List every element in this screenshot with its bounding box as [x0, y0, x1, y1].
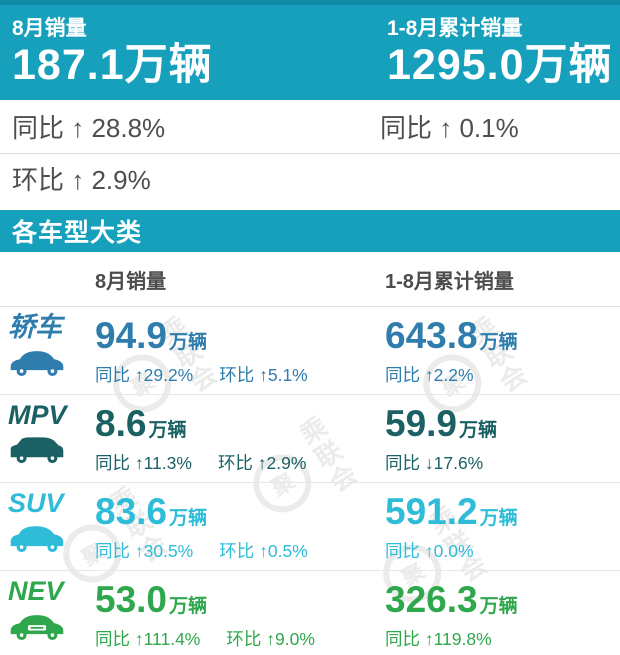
cumulative-unit: 万辆 — [459, 420, 498, 441]
hero-cumulative-value: 1295.0万辆 — [387, 41, 613, 90]
table-row-suv: SUV 83.6 万辆 同比 ↑30.5% 环比 ↑0.5% 591.2 万辆 — [0, 483, 620, 571]
month-unit: 万辆 — [169, 596, 208, 617]
month-yoy: 同比 ↑29.2% — [95, 364, 194, 385]
cumulative-value-cell: 643.8 万辆 同比 ↑2.2% — [385, 307, 620, 394]
cumulative-unit: 万辆 — [479, 508, 518, 529]
summary-mom-month: 环比 ↑ 2.9% — [12, 164, 151, 195]
month-unit: 万辆 — [169, 508, 208, 529]
cumulative-value-cell: 59.9 万辆 同比 ↓17.6% — [385, 395, 620, 482]
month-yoy: 同比 ↑11.3% — [95, 452, 192, 473]
cumulative-yoy: 同比 ↑2.2% — [385, 364, 474, 385]
month-unit: 万辆 — [148, 420, 187, 441]
hero-cumulative-block: 1-8月累计销量 1295.0万辆 — [382, 0, 620, 100]
cumulative-value: 326.3 — [385, 579, 478, 620]
hero-header: 8月销量 187.1万辆 1-8月累计销量 1295.0万辆 — [0, 0, 620, 100]
row-label-cell: 轿车 — [0, 307, 95, 394]
row-label-cell: SUV — [0, 483, 95, 570]
row-label: NEV — [8, 576, 64, 606]
row-label: SUV — [8, 488, 64, 518]
month-value: 94.9 — [95, 315, 168, 356]
hero-month-label: 8月销量 — [12, 17, 87, 40]
summary-yoy-row: 同比 ↑ 28.8% 同比 ↑ 0.1% — [0, 100, 620, 154]
sedan-car-icon — [8, 346, 95, 383]
cumulative-unit: 万辆 — [479, 332, 518, 353]
row-label: 轿车 — [8, 312, 62, 342]
col-header-month: 8月销量 — [95, 270, 167, 293]
hero-month-block: 8月销量 187.1万辆 — [0, 0, 382, 100]
section-band: 各车型大类 — [0, 210, 620, 252]
hero-month-value: 187.1万辆 — [12, 41, 213, 90]
col-header-cumulative: 1-8月累计销量 — [385, 270, 514, 293]
cumulative-value-cell: 591.2 万辆 同比 ↑0.0% — [385, 483, 620, 570]
mpv-car-icon — [8, 434, 95, 471]
month-value-cell: 94.9 万辆 同比 ↑29.2% 环比 ↑5.1% — [95, 307, 385, 394]
month-value: 83.6 — [95, 491, 168, 532]
nev-car-icon — [8, 610, 95, 647]
month-value: 53.0 — [95, 579, 168, 620]
cumulative-yoy: 同比 ↑119.8% — [385, 628, 492, 649]
month-mom: 环比 ↑5.1% — [219, 364, 308, 385]
month-value-cell: 8.6 万辆 同比 ↑11.3% 环比 ↑2.9% — [95, 395, 385, 482]
cumulative-yoy: 同比 ↓17.6% — [385, 452, 484, 473]
month-value: 8.6 — [95, 403, 147, 444]
row-label: MPV — [8, 400, 67, 430]
cumulative-value: 59.9 — [385, 403, 458, 444]
cumulative-value-cell: 326.3 万辆 同比 ↑119.8% — [385, 571, 620, 655]
month-mom: 环比 ↑0.5% — [219, 540, 308, 561]
hero-top-strip — [0, 0, 620, 5]
table-row-mpv: MPV 8.6 万辆 同比 ↑11.3% 环比 ↑2.9% 59.9 万辆 — [0, 395, 620, 483]
month-mom: 环比 ↑2.9% — [217, 452, 307, 473]
section-title: 各车型大类 — [12, 219, 143, 247]
cumulative-value: 591.2 — [385, 491, 478, 532]
suv-car-icon — [8, 522, 95, 559]
summary-mom-row: 环比 ↑ 2.9% — [0, 154, 620, 202]
summary-yoy-month: 同比 ↑ 28.8% — [12, 113, 166, 143]
cumulative-unit: 万辆 — [479, 596, 518, 617]
table-header-row: 8月销量 1-8月累计销量 — [0, 252, 620, 307]
month-yoy: 同比 ↑30.5% — [95, 540, 194, 561]
cumulative-value: 643.8 — [385, 315, 478, 356]
month-yoy: 同比 ↑111.4% — [95, 628, 201, 649]
summary-yoy-cumulative: 同比 ↑ 0.1% — [380, 113, 519, 143]
month-value-cell: 53.0 万辆 同比 ↑111.4% 环比 ↑9.0% — [95, 571, 385, 655]
month-unit: 万辆 — [169, 332, 208, 353]
table-row-nev: NEV 53.0 万辆 同比 ↑111.4% 环比 ↑9.0% 326. — [0, 571, 620, 655]
row-label-cell: NEV — [0, 571, 95, 655]
row-label-cell: MPV — [0, 395, 95, 482]
month-mom: 环比 ↑9.0% — [226, 628, 315, 649]
hero-cumulative-label: 1-8月累计销量 — [387, 17, 523, 40]
table-row-sedan: 轿车 94.9 万辆 同比 ↑29.2% 环比 ↑5.1% 643.8 万辆 — [0, 307, 620, 395]
cumulative-yoy: 同比 ↑0.0% — [385, 540, 474, 561]
month-value-cell: 83.6 万辆 同比 ↑30.5% 环比 ↑0.5% — [95, 483, 385, 570]
